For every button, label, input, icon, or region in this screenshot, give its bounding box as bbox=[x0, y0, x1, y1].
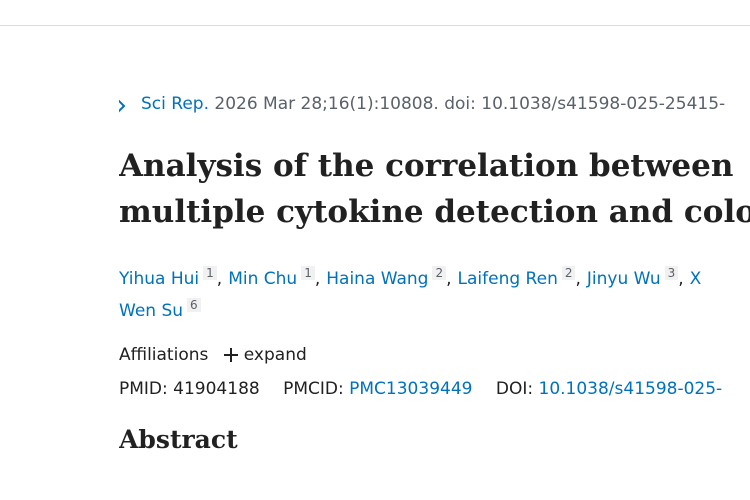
pmcid-label: PMCID: bbox=[283, 379, 344, 399]
affiliation-number[interactable]: 6 bbox=[187, 298, 201, 312]
doi-link[interactable]: 10.1038/s41598-025- bbox=[538, 379, 723, 399]
abstract-heading: Abstract bbox=[119, 425, 238, 454]
affiliation-number[interactable]: 3 bbox=[664, 266, 679, 280]
affiliation-number[interactable]: 1 bbox=[203, 266, 217, 280]
journal-link[interactable]: Sci Rep. bbox=[141, 94, 209, 114]
pmid: 41904188 bbox=[173, 379, 260, 399]
affiliation-number[interactable]: 2 bbox=[432, 266, 447, 280]
author-name[interactable]: Laifeng Ren bbox=[457, 269, 558, 289]
top-bar bbox=[0, 0, 750, 26]
author-name[interactable]: Jinyu Wu bbox=[586, 269, 661, 289]
title-line: multiple cytokine detection and colo bbox=[119, 194, 750, 230]
author-name[interactable]: X bbox=[689, 269, 702, 289]
citation: Sci Rep. 2026 Mar 28;16(1):10808. doi: 1… bbox=[119, 94, 725, 114]
author-list: Yihua Hui 1, Min Chu 1, Haina Wang 2, Laifeng … bbox=[119, 266, 701, 289]
plus-icon bbox=[223, 348, 238, 362]
separator: , bbox=[678, 269, 684, 289]
chevron-icon[interactable] bbox=[119, 98, 127, 114]
separator: , bbox=[446, 269, 452, 289]
separator: , bbox=[216, 269, 223, 289]
expand-button[interactable]: expand bbox=[223, 345, 307, 365]
separator: , bbox=[314, 269, 321, 289]
author-name[interactable]: Yihua Hui bbox=[119, 269, 200, 289]
separator: , bbox=[575, 269, 581, 289]
title-line: Analysis of the correlation between bbox=[119, 148, 734, 184]
affiliation-number[interactable]: 1 bbox=[301, 266, 315, 280]
affiliations: Affiliations expand bbox=[119, 345, 307, 365]
pmid-label: PMID: bbox=[119, 379, 168, 399]
citation-details: 2026 Mar 28;16(1):10808. doi: 10.1038/s4… bbox=[214, 94, 726, 114]
identifiers: PMID: 41904188 PMCID: PMC13039449 DOI: 1… bbox=[119, 379, 740, 399]
expand-label[interactable]: expand bbox=[243, 345, 307, 365]
doi-label: DOI: bbox=[495, 379, 534, 399]
author-name[interactable]: Min Chu bbox=[228, 269, 298, 289]
author-list: Wen Su 6 bbox=[119, 298, 201, 321]
article: Sci Rep. 2026 Mar 28;16(1):10808. doi: 1… bbox=[119, 0, 750, 500]
author-name[interactable]: Haina Wang bbox=[326, 269, 429, 289]
affiliation-number[interactable]: 2 bbox=[561, 266, 576, 280]
author-name[interactable]: Wen Su bbox=[119, 301, 184, 321]
affiliations-label: Affiliations bbox=[119, 345, 209, 365]
pmcid-link[interactable]: PMC13039449 bbox=[349, 379, 473, 399]
